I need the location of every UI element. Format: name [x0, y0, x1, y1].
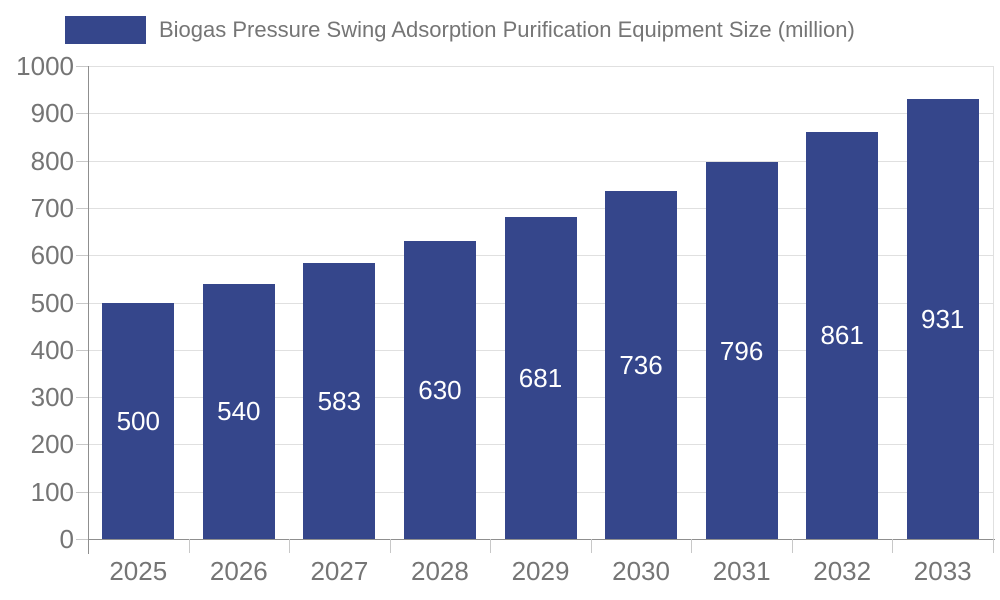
y-axis-tick [76, 113, 88, 115]
bar [906, 98, 979, 539]
x-axis-label: 2030 [612, 556, 670, 586]
bar-value-label: 861 [820, 320, 864, 351]
bar [403, 241, 476, 539]
x-axis-tick [590, 539, 592, 553]
x-axis-tick [791, 539, 793, 553]
bar [605, 190, 678, 539]
legend-swatch[interactable] [65, 16, 146, 44]
y-axis-label: 700 [30, 192, 74, 223]
y-axis-label: 600 [30, 240, 74, 271]
gridline [993, 66, 994, 539]
y-axis-tick [76, 349, 88, 351]
gridline [88, 66, 993, 67]
x-axis-label: 2025 [109, 556, 168, 586]
x-axis-label: 2027 [310, 556, 369, 586]
x-axis-label: 2029 [511, 556, 570, 586]
y-axis-label: 400 [30, 334, 74, 365]
x-axis-line [88, 539, 995, 540]
y-axis-tick [76, 255, 88, 257]
y-axis-label: 0 [59, 524, 74, 554]
bar-value-label: 931 [921, 303, 965, 334]
x-axis-tick [289, 539, 291, 553]
bar-value-label: 736 [619, 349, 663, 380]
y-axis-tick [76, 66, 88, 67]
bar [303, 263, 376, 539]
y-axis-label: 500 [30, 287, 74, 318]
y-axis-tick [76, 207, 88, 209]
legend[interactable]: Biogas Pressure Swing Adsorption Purific… [65, 14, 855, 46]
y-axis-tick [76, 444, 88, 446]
bar [806, 131, 879, 539]
y-axis-tick [76, 491, 88, 493]
y-axis-label: 300 [30, 382, 74, 413]
bar [705, 162, 778, 539]
bar-value-label: 583 [317, 386, 362, 417]
x-axis-tick [892, 539, 894, 553]
x-axis-tick [993, 539, 994, 553]
gridline [88, 160, 993, 162]
y-axis-tick [76, 160, 88, 162]
gridline [88, 207, 993, 209]
bar [202, 283, 275, 539]
y-axis-tick [76, 302, 88, 304]
y-axis-tick [76, 397, 88, 399]
y-axis-label: 900 [30, 98, 74, 129]
y-axis-label: 100 [30, 476, 74, 507]
x-axis-label: 2031 [712, 556, 771, 586]
bar [504, 216, 577, 539]
bar-value-label: 796 [719, 335, 764, 366]
gridline [88, 113, 993, 115]
y-axis-line [88, 66, 89, 554]
y-axis-label: 200 [30, 429, 74, 460]
bar-value-label: 540 [217, 396, 261, 427]
bar-value-label: 500 [116, 405, 160, 436]
x-axis-tick [490, 539, 492, 553]
y-axis-tick [76, 539, 88, 540]
x-axis-tick [691, 539, 693, 553]
x-axis-label: 2028 [411, 556, 469, 586]
x-axis-label: 2026 [209, 556, 268, 586]
legend-label[interactable]: Biogas Pressure Swing Adsorption Purific… [159, 17, 855, 42]
x-axis-label: 2033 [913, 556, 972, 586]
x-axis-tick [188, 539, 190, 553]
x-axis-tick [389, 539, 391, 553]
bar [102, 302, 175, 539]
y-axis-label: 1000 [16, 51, 74, 81]
bar-value-label: 681 [518, 362, 563, 393]
bar-value-label: 630 [418, 375, 462, 405]
y-axis-label: 800 [30, 145, 74, 176]
x-axis-label: 2032 [813, 556, 872, 586]
